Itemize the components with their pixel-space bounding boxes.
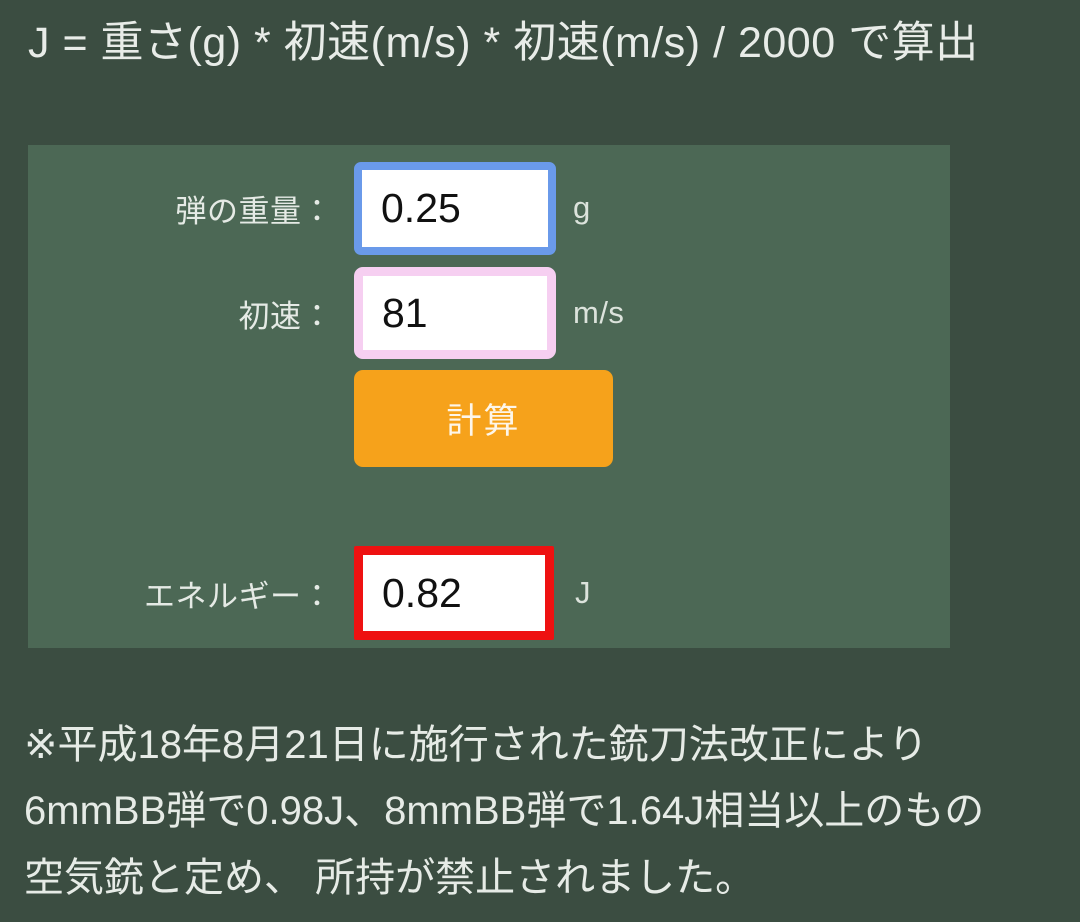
footnote-line-2: 6mmBB弾で0.98J、8mmBB弾で1.64J相当以上のもの: [24, 789, 985, 834]
velocity-label: 初速：: [238, 298, 333, 334]
velocity-unit: m/s: [573, 295, 625, 330]
footnote-line-1: ※平成18年8月21日に施行された銃刀法改正により: [24, 723, 928, 767]
formula-heading: J = 重さ(g) * 初速(m/s) * 初速(m/s) / 2000 で算出: [28, 19, 979, 67]
calculator-panel: 弾の重量： g 初速： m/s 計算 エネルギー： J: [28, 145, 950, 648]
energy-label: エネルギー：: [144, 578, 333, 614]
velocity-input[interactable]: [363, 276, 547, 350]
calculate-row: 計算: [28, 368, 950, 468]
weight-label: 弾の重量：: [175, 193, 333, 229]
weight-row: 弾の重量： g: [28, 158, 950, 258]
weight-unit: g: [573, 190, 591, 225]
energy-unit: J: [575, 575, 591, 610]
footnote-line-3: 空気銃と定め、 所持が禁止されました。: [24, 855, 756, 900]
velocity-input-wrapper[interactable]: [354, 267, 556, 359]
energy-output-wrapper[interactable]: [354, 546, 554, 640]
velocity-row: 初速： m/s: [28, 263, 950, 363]
energy-row: エネルギー： J: [28, 543, 950, 643]
weight-input-wrapper[interactable]: [354, 161, 556, 255]
weight-input[interactable]: [362, 169, 548, 247]
calculate-button[interactable]: 計算: [354, 369, 613, 467]
energy-output[interactable]: [363, 555, 545, 631]
legal-footnote: ※平成18年8月21日に施行された銃刀法改正により 6mmBB弾で0.98J、8…: [24, 712, 1080, 911]
